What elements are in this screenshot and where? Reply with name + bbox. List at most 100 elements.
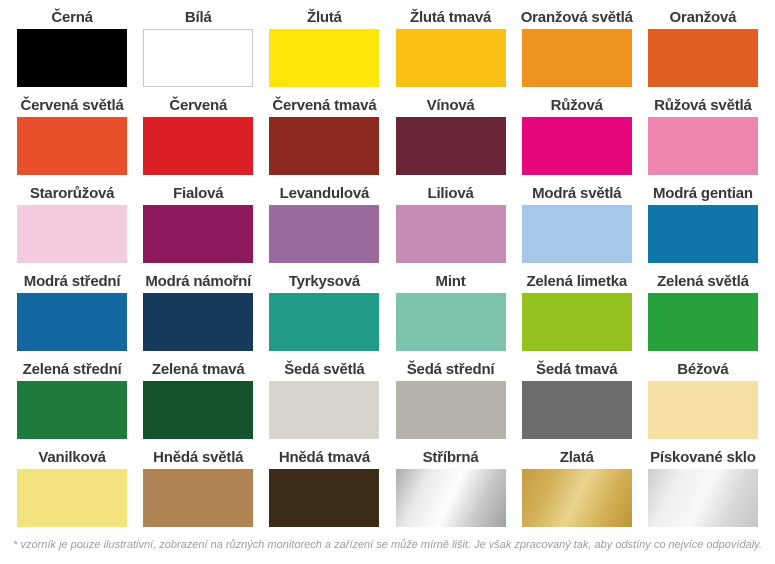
color-label: Liliová <box>427 185 474 202</box>
color-swatch-cell: Červená světlá <box>9 94 135 175</box>
color-swatch-cell: Pískované sklo <box>640 446 766 527</box>
color-label: Šedá střední <box>406 361 495 378</box>
color-swatch-cell: Zelená tmavá <box>135 358 261 439</box>
color-swatch-cell: Zelená střední <box>9 358 135 439</box>
color-swatch-cell: Šedá střední <box>387 358 513 439</box>
color-label: Červená <box>169 97 228 114</box>
color-swatch <box>269 293 380 351</box>
color-swatch-cell: Šedá tmavá <box>514 358 640 439</box>
color-swatch-cell: Černá <box>9 6 135 87</box>
color-label: Modrá světlá <box>532 185 622 202</box>
color-swatch <box>521 469 632 527</box>
color-swatch <box>521 29 632 87</box>
color-swatch-cell: Levandulová <box>261 182 387 263</box>
color-swatch <box>395 29 506 87</box>
color-label: Zlatá <box>559 449 594 466</box>
color-swatch <box>17 293 128 351</box>
color-swatch <box>521 117 632 175</box>
color-label: Růžová <box>550 97 603 114</box>
color-label: Šedá světlá <box>284 361 365 378</box>
swatch-grid: Černá Bílá Žlutá Žlutá tmavá Oranžová sv… <box>9 6 766 527</box>
color-swatch-cell: Stříbrná <box>387 446 513 527</box>
color-label: Levandulová <box>279 185 370 202</box>
color-label: Zelená střední <box>22 361 122 378</box>
color-swatch-cell: Červená tmavá <box>261 94 387 175</box>
color-label: Šedá tmavá <box>536 361 618 378</box>
color-swatch <box>143 469 254 527</box>
color-swatch <box>17 381 128 439</box>
color-label: Modrá námořní <box>145 273 252 290</box>
color-swatch <box>521 293 632 351</box>
color-swatch <box>269 381 380 439</box>
color-swatch <box>269 117 380 175</box>
color-swatch <box>647 29 758 87</box>
footnote: * vzorník je pouze ilustrativní, zobraze… <box>13 539 762 551</box>
color-swatch-cell: Béžová <box>640 358 766 439</box>
color-label: Zelená světlá <box>657 273 749 290</box>
color-label: Modrá střední <box>23 273 121 290</box>
color-label: Béžová <box>677 361 729 378</box>
color-label: Zelená limetka <box>526 273 628 290</box>
color-swatch <box>17 117 128 175</box>
color-label: Žlutá tmavá <box>409 9 492 26</box>
color-swatch-cell: Modrá střední <box>9 270 135 351</box>
color-swatch <box>143 293 254 351</box>
color-swatch <box>395 469 506 527</box>
color-label: Stříbrná <box>422 449 479 466</box>
color-label: Starorůžová <box>29 185 115 202</box>
color-swatch-cell: Zlatá <box>514 446 640 527</box>
color-swatch <box>647 381 758 439</box>
color-swatch <box>395 117 506 175</box>
color-swatch-cell: Zelená světlá <box>640 270 766 351</box>
color-swatch <box>521 205 632 263</box>
color-label: Oranžová <box>669 9 737 26</box>
color-label: Růžová světlá <box>654 97 752 114</box>
color-label: Červená světlá <box>20 97 124 114</box>
color-label: Fialová <box>173 185 224 202</box>
color-label: Vínová <box>426 97 475 114</box>
color-swatch-cell: Vanilková <box>9 446 135 527</box>
color-label: Černá <box>51 9 93 26</box>
color-swatch <box>17 205 128 263</box>
color-swatch <box>269 469 380 527</box>
color-swatch <box>17 29 128 87</box>
color-swatch <box>647 469 758 527</box>
color-swatch <box>143 205 254 263</box>
color-label: Červená tmavá <box>272 97 377 114</box>
color-swatch <box>395 205 506 263</box>
color-swatch-cell: Oranžová světlá <box>514 6 640 87</box>
color-label: Mint <box>435 273 466 290</box>
color-swatch-cell: Bílá <box>135 6 261 87</box>
color-swatch-cell: Liliová <box>387 182 513 263</box>
color-swatch <box>647 205 758 263</box>
color-label: Bílá <box>184 9 212 26</box>
color-swatch-cell: Modrá světlá <box>514 182 640 263</box>
color-swatch-cell: Růžová světlá <box>640 94 766 175</box>
color-swatch <box>143 29 254 87</box>
color-swatch-cell: Žlutá tmavá <box>387 6 513 87</box>
color-label: Hnědá světlá <box>153 449 244 466</box>
color-swatch <box>269 29 380 87</box>
color-swatch-cell: Žlutá <box>261 6 387 87</box>
color-swatch <box>395 293 506 351</box>
color-swatch <box>395 381 506 439</box>
color-swatch-cell: Hnědá světlá <box>135 446 261 527</box>
color-swatch <box>143 381 254 439</box>
color-swatch-cell: Zelená limetka <box>514 270 640 351</box>
color-swatch <box>269 205 380 263</box>
color-swatch-cell: Tyrkysová <box>261 270 387 351</box>
color-swatch-cell: Fialová <box>135 182 261 263</box>
color-label: Žlutá <box>306 9 342 26</box>
color-label: Hnědá tmavá <box>278 449 370 466</box>
color-swatch-cell: Hnědá tmavá <box>261 446 387 527</box>
color-label: Oranžová světlá <box>520 9 633 26</box>
color-label: Tyrkysová <box>288 273 361 290</box>
color-swatch-cell: Mint <box>387 270 513 351</box>
color-swatch <box>521 381 632 439</box>
color-swatch <box>17 469 128 527</box>
color-swatch-cell: Růžová <box>514 94 640 175</box>
color-swatch <box>647 117 758 175</box>
color-swatch-cell: Oranžová <box>640 6 766 87</box>
color-swatch-cell: Šedá světlá <box>261 358 387 439</box>
